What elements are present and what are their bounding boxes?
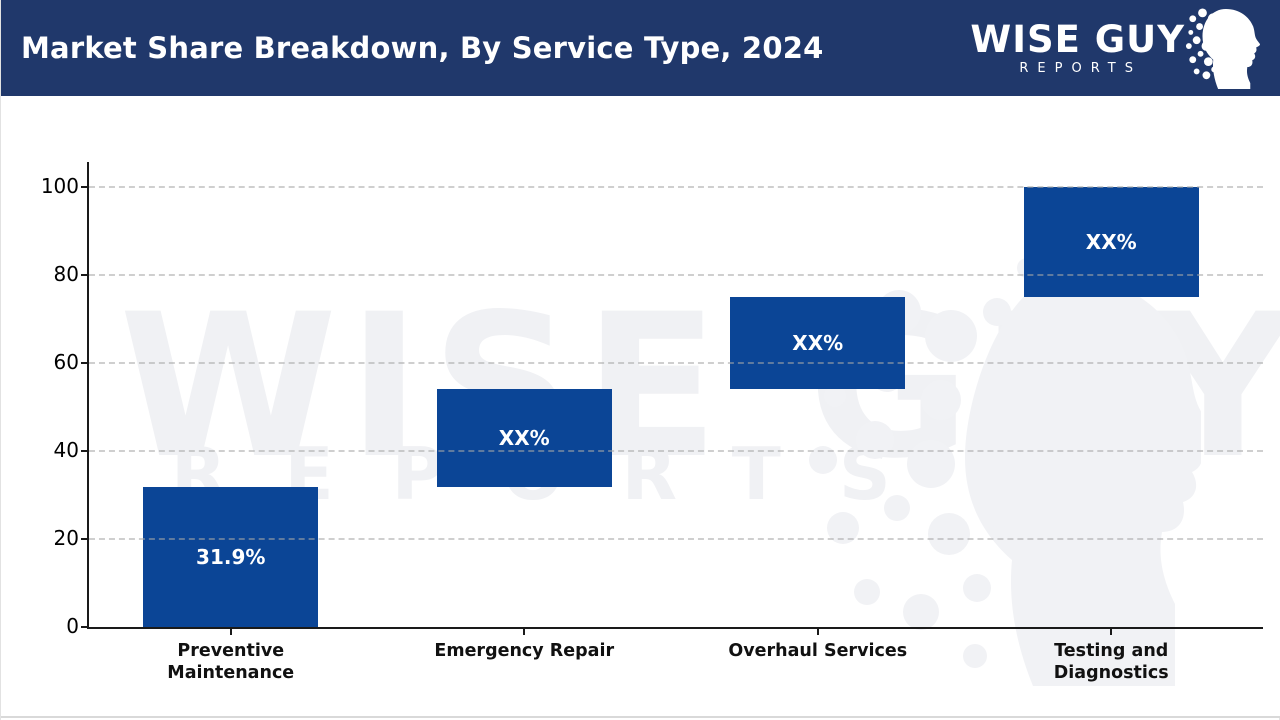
bar-value-label: XX% bbox=[498, 426, 550, 450]
x-axis-line bbox=[87, 627, 1263, 629]
y-tick-mark bbox=[81, 186, 89, 188]
x-tick-mark bbox=[229, 627, 232, 635]
y-tick-label-100: 100 bbox=[40, 174, 79, 198]
watermark-head-dots bbox=[809, 258, 1201, 686]
y-tick-mark bbox=[81, 362, 89, 364]
x-tick-mark bbox=[1110, 627, 1113, 635]
logo-subtitle: REPORTS bbox=[1019, 61, 1142, 76]
logo-head-icon bbox=[1185, 8, 1261, 89]
bar-emergency-repair: XX% bbox=[436, 389, 612, 487]
logo-wordmark: WISE GUY bbox=[970, 18, 1185, 61]
gridline-40 bbox=[89, 450, 1263, 452]
y-tick-label-60: 60 bbox=[53, 350, 79, 374]
category-label-testing-and-diagnostics: Testing and Diagnostics bbox=[1053, 641, 1169, 683]
y-tick-mark bbox=[81, 450, 89, 452]
bar-overhaul-services: XX% bbox=[730, 297, 906, 390]
y-axis-line bbox=[87, 162, 89, 629]
y-tick-label-20: 20 bbox=[53, 526, 79, 550]
header: Market Share Breakdown, By Service Type,… bbox=[1, 0, 1280, 96]
y-tick-mark bbox=[81, 626, 89, 628]
wise-guy-logo: WISE GUY REPORTS bbox=[970, 7, 1261, 89]
y-tick-label-40: 40 bbox=[53, 438, 79, 462]
x-tick-mark bbox=[523, 627, 526, 635]
bar-testing-and-diagnostics: XX% bbox=[1023, 187, 1199, 297]
bottom-border-line bbox=[1, 716, 1280, 718]
gridline-20 bbox=[89, 538, 1263, 540]
bar-value-label: XX% bbox=[792, 331, 844, 356]
y-tick-label-80: 80 bbox=[53, 262, 79, 286]
bar-value-label: 31.9% bbox=[196, 544, 266, 569]
y-tick-mark bbox=[81, 538, 89, 540]
gridline-80 bbox=[89, 274, 1263, 276]
y-tick-label-0: 0 bbox=[66, 614, 79, 638]
x-tick-mark bbox=[816, 627, 819, 635]
chart-area: WISE GUY REPORTS 31.9%XX%XX%XX%020406080… bbox=[1, 96, 1280, 718]
category-label-emergency-repair: Emergency Repair bbox=[434, 641, 615, 661]
bar-value-label: XX% bbox=[1085, 230, 1137, 254]
logo-text: WISE GUY REPORTS bbox=[970, 21, 1185, 75]
gridline-100 bbox=[89, 186, 1263, 188]
category-label-overhaul-services: Overhaul Services bbox=[728, 641, 908, 661]
category-label-preventive-maintenance: Preventive Maintenance bbox=[167, 641, 295, 683]
y-tick-mark bbox=[81, 274, 89, 276]
gridline-60 bbox=[89, 362, 1263, 364]
chart-title: Market Share Breakdown, By Service Type,… bbox=[21, 31, 824, 65]
bar-preventive-maintenance: 31.9% bbox=[143, 486, 319, 627]
